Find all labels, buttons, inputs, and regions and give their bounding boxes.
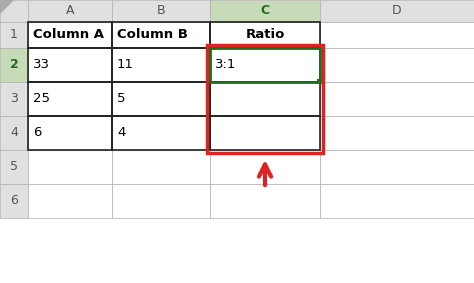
Bar: [210, 116, 320, 150]
Bar: [28, 150, 112, 184]
Text: A: A: [66, 5, 74, 18]
Bar: [112, 0, 210, 22]
Bar: [112, 22, 210, 48]
Text: 4: 4: [117, 127, 126, 140]
Bar: [112, 116, 210, 150]
Bar: [210, 48, 320, 82]
Bar: [112, 82, 210, 116]
Bar: [317, 79, 322, 84]
Bar: [207, 45, 323, 153]
Bar: [28, 22, 112, 48]
Bar: [0, 22, 28, 48]
Text: Column B: Column B: [117, 29, 188, 42]
Bar: [320, 150, 474, 184]
Bar: [112, 116, 210, 150]
Text: 6: 6: [33, 127, 41, 140]
Bar: [210, 150, 320, 184]
Bar: [0, 150, 28, 184]
Text: 33: 33: [33, 59, 50, 72]
Bar: [210, 22, 320, 48]
Text: 6: 6: [10, 194, 18, 207]
Bar: [28, 48, 112, 82]
Bar: [112, 82, 210, 116]
Text: 5: 5: [10, 160, 18, 173]
Bar: [112, 184, 210, 218]
Polygon shape: [0, 0, 14, 14]
Bar: [28, 116, 112, 150]
Bar: [210, 48, 320, 82]
Bar: [320, 48, 474, 82]
Bar: [210, 48, 320, 82]
Bar: [28, 184, 112, 218]
Text: 3: 3: [10, 93, 18, 106]
Bar: [320, 0, 474, 22]
Bar: [320, 116, 474, 150]
Bar: [28, 82, 112, 116]
Text: B: B: [157, 5, 165, 18]
Text: 1: 1: [10, 29, 18, 42]
Bar: [28, 82, 112, 116]
Text: C: C: [260, 5, 270, 18]
Text: 11: 11: [117, 59, 134, 72]
Text: 4: 4: [10, 127, 18, 140]
Bar: [28, 0, 112, 22]
Text: 5: 5: [117, 93, 126, 106]
Bar: [210, 22, 320, 48]
Bar: [0, 0, 28, 22]
Bar: [112, 48, 210, 82]
Bar: [320, 82, 474, 116]
Bar: [0, 116, 28, 150]
Text: 3:1: 3:1: [215, 59, 237, 72]
Bar: [320, 184, 474, 218]
Bar: [28, 116, 112, 150]
Bar: [28, 22, 112, 48]
Text: 25: 25: [33, 93, 50, 106]
Text: D: D: [392, 5, 402, 18]
Bar: [112, 48, 210, 82]
Bar: [112, 22, 210, 48]
Bar: [210, 116, 320, 150]
Bar: [210, 184, 320, 218]
Bar: [320, 22, 474, 48]
Text: Ratio: Ratio: [246, 29, 285, 42]
Bar: [28, 48, 112, 82]
Bar: [210, 0, 320, 22]
Text: 2: 2: [9, 59, 18, 72]
Bar: [0, 82, 28, 116]
Bar: [210, 82, 320, 116]
Bar: [0, 48, 28, 82]
Bar: [0, 184, 28, 218]
Bar: [112, 150, 210, 184]
Text: Column A: Column A: [33, 29, 104, 42]
Bar: [210, 82, 320, 116]
